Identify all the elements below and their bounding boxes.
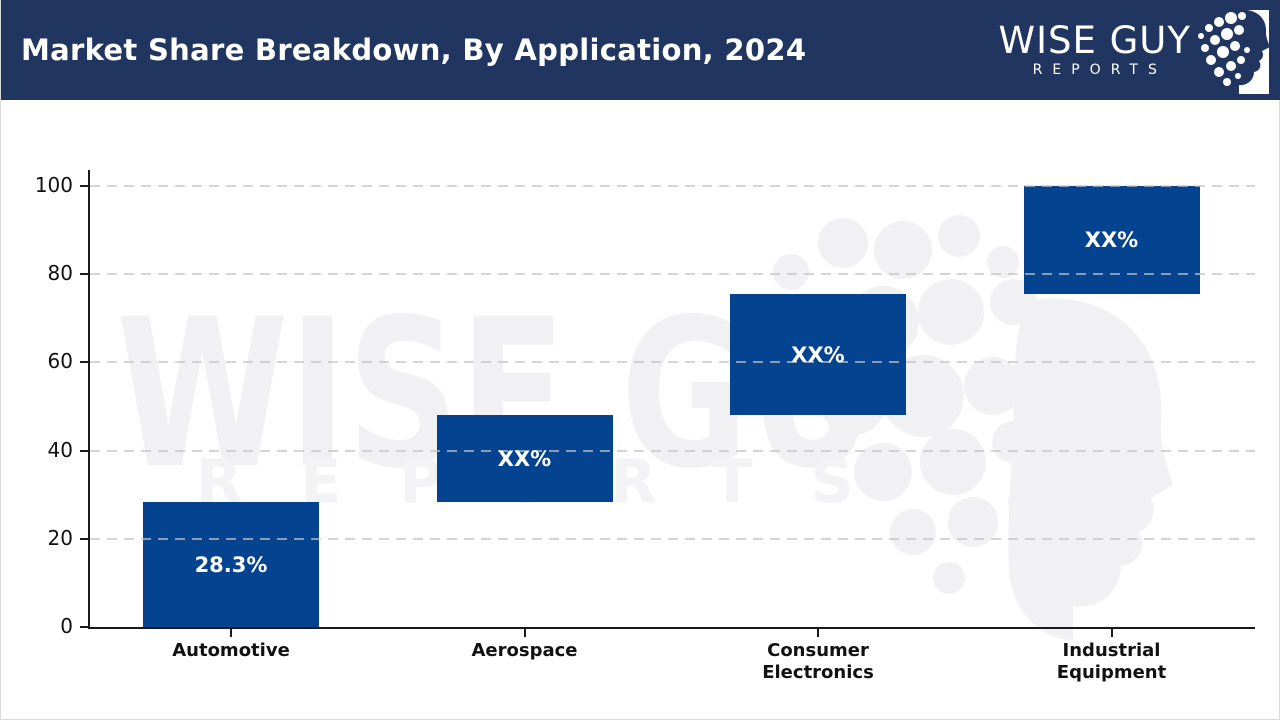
logo: WISE GUY REPORTS	[999, 6, 1269, 94]
y-tick-label: 20	[47, 525, 73, 550]
x-tick-mark	[523, 629, 526, 637]
logo-subtitle: REPORTS	[1032, 61, 1167, 78]
y-tick-label: 80	[47, 261, 73, 286]
x-category-label: Aerospace	[471, 640, 578, 661]
grid-line	[90, 449, 1255, 452]
logo-head-icon	[1198, 10, 1269, 94]
grid-line	[90, 185, 1255, 187]
bar-value-label: XX%	[791, 342, 845, 367]
grid-line	[90, 361, 1255, 364]
x-tick-mark	[230, 629, 232, 637]
bar	[436, 415, 613, 503]
logo-name: WISE GUY	[998, 19, 1191, 63]
x-category-label: Industrial Equipment	[1056, 640, 1167, 683]
y-tick-mark	[80, 537, 88, 540]
logo-text: WISE GUY REPORTS	[998, 19, 1191, 78]
y-tick-mark	[80, 273, 88, 276]
y-tick-mark	[80, 626, 88, 628]
x-category-label: Automotive	[172, 640, 290, 661]
y-axis-line	[88, 170, 90, 629]
bar-value-label: XX%	[1084, 228, 1139, 253]
x-tick-mark	[817, 629, 819, 637]
grid-line	[90, 537, 1255, 540]
page-title: Market Share Breakdown, By Application, …	[21, 33, 807, 67]
y-tick-mark	[80, 185, 88, 187]
bar	[143, 502, 319, 627]
y-tick-label: 60	[47, 349, 73, 374]
grid-line	[90, 273, 1255, 276]
y-tick-label: 0	[60, 614, 73, 638]
y-tick-mark	[80, 361, 88, 364]
bar-value-label: 28.3%	[194, 552, 268, 577]
x-axis-line	[88, 627, 1255, 629]
y-tick-label: 100	[34, 173, 73, 197]
header-bar: Market Share Breakdown, By Application, …	[1, 0, 1280, 100]
bar	[1023, 186, 1200, 295]
y-tick-mark	[80, 449, 88, 452]
x-category-label: Consumer Electronics	[762, 640, 874, 683]
bar-value-label: XX%	[497, 446, 552, 471]
y-tick-label: 40	[47, 437, 73, 462]
x-tick-mark	[1110, 629, 1113, 637]
